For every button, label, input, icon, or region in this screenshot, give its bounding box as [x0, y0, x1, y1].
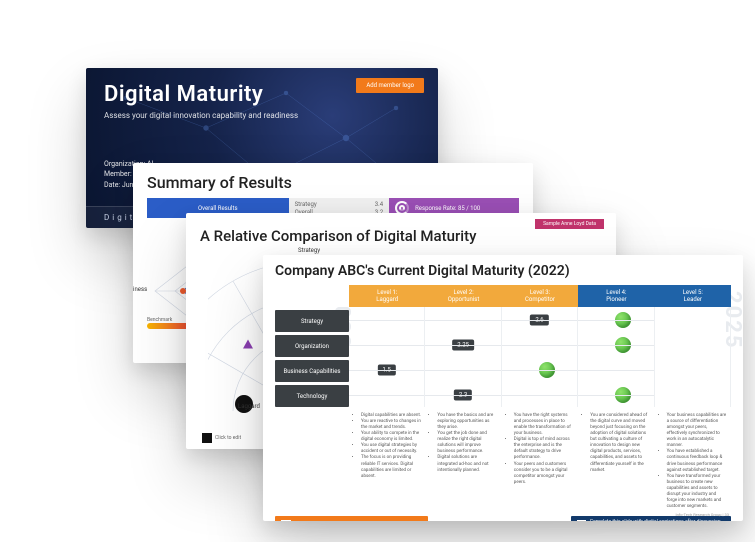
- slide-maturity-table: Company ABC's Current Digital Maturity (…: [263, 255, 743, 521]
- table-title: Company ABC's Current Digital Maturity (…: [275, 263, 731, 279]
- maturity-cell: [502, 382, 578, 407]
- sample-tag: Sample Anne Loyd Data: [535, 219, 604, 229]
- maturity-cell: 2.6: [502, 307, 578, 332]
- row-label: Strategy: [275, 310, 349, 332]
- level-description: You have the basics and are exploring op…: [425, 411, 501, 512]
- maturity-cell: [655, 357, 731, 382]
- level-description: Digital capabilities are absent.You are …: [349, 411, 425, 512]
- maturity-cell: [349, 332, 425, 357]
- level-description: Your business capabilities are a source …: [655, 411, 731, 512]
- maturity-cell: [578, 307, 654, 332]
- maturity-descriptions: Digital capabilities are absent.You are …: [275, 411, 731, 512]
- plot-footnote: Click to edit: [202, 433, 241, 443]
- maturity-grid: Level 1: LaggardLevel 2: OpportunistLeve…: [275, 285, 731, 407]
- maturity-cell: [655, 307, 731, 332]
- grid-icon: [577, 520, 586, 521]
- maturity-cell: [425, 307, 501, 332]
- maturity-cell: 1.5: [349, 357, 425, 382]
- row-label: Technology: [275, 385, 349, 407]
- level-header: Level 2: Opportunist: [425, 285, 501, 307]
- footnote-text: Click to edit: [215, 435, 241, 441]
- response-label: Response Rate: 85 / 100: [415, 205, 480, 212]
- table-footer: Adjust the results based on maturity fra…: [275, 516, 731, 521]
- maturity-cell: [655, 332, 731, 357]
- level-header: Level 4: Pioneer: [578, 285, 654, 307]
- level-description: You are considered ahead of the digital …: [578, 411, 654, 512]
- maturity-cell: [349, 382, 425, 407]
- maturity-cell: 2.3: [425, 382, 501, 407]
- level-description: You have the right systems and processes…: [502, 411, 578, 512]
- grid-icon: [281, 520, 291, 521]
- cover-subtitle: Assess your digital innovation capabilit…: [104, 111, 420, 120]
- comparison-title: A Relative Comparison of Digital Maturit…: [200, 227, 602, 245]
- axis-top: Strategy: [298, 247, 320, 254]
- maturity-cell: [578, 357, 654, 382]
- axis-it: IT Readiness: [133, 286, 147, 293]
- maturity-cell: [502, 332, 578, 357]
- maturity-cell: 2.25: [425, 332, 501, 357]
- maturity-cell: [655, 382, 731, 407]
- level-header: Level 3: Competitor: [502, 285, 578, 307]
- level-header: Level 5: Leader: [655, 285, 731, 307]
- comp-row-label: Strategy: [295, 201, 317, 208]
- maturity-cell: [502, 357, 578, 382]
- row-label: Business Capabilities: [275, 360, 349, 382]
- maturity-cell: [349, 307, 425, 332]
- source-line: Info-Tech Research Group | 33: [676, 512, 729, 517]
- black-swatch-icon: [202, 433, 212, 443]
- row-label: Organization: [275, 335, 349, 357]
- chip-complete-label: Complete this slide with digital aspirat…: [590, 519, 725, 521]
- comp-row-val: 3.4: [375, 201, 383, 208]
- maturity-cell: [578, 382, 654, 407]
- axis-laggard: Laggard: [238, 403, 260, 410]
- summary-title: Summary of Results: [147, 173, 519, 192]
- maturity-cell: [425, 357, 501, 382]
- cover-title: Digital Maturity: [104, 82, 420, 107]
- chip-adjust[interactable]: Adjust the results based on maturity fra…: [275, 516, 428, 521]
- level-header: Level 1: Laggard: [349, 285, 425, 307]
- maturity-cell: [578, 332, 654, 357]
